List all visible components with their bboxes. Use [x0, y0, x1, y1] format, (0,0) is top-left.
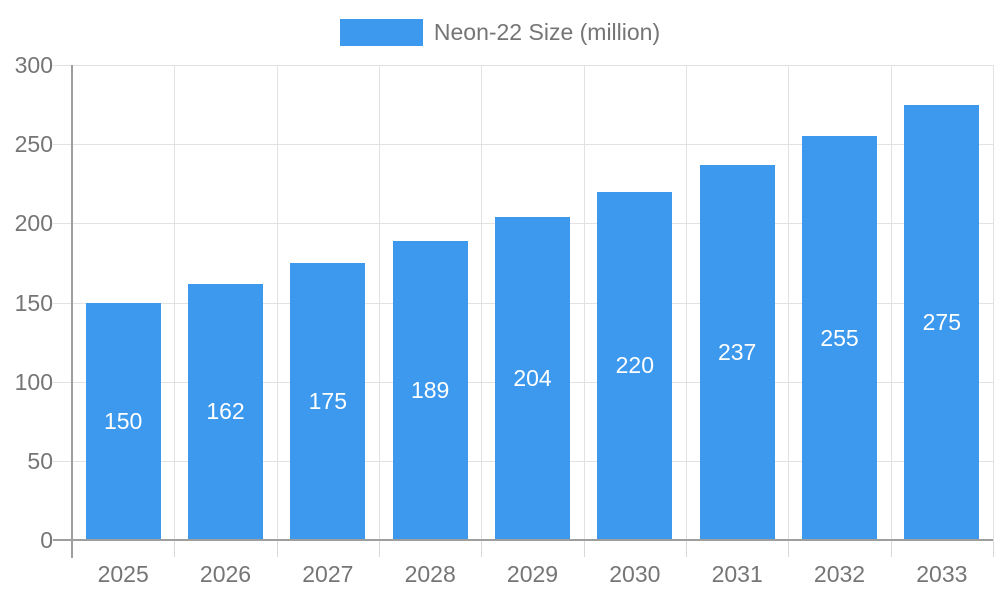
- legend-label: Neon-22 Size (million): [433, 18, 661, 45]
- v-gridline: [379, 65, 380, 540]
- y-axis-tick-label: 200: [14, 210, 53, 237]
- x-axis-tick-label: 2026: [199, 561, 252, 587]
- x-axis-tick-label: 2025: [97, 561, 149, 587]
- v-gridline: [993, 65, 994, 540]
- y-axis-tick-label: 150: [14, 289, 53, 316]
- v-gridline: [686, 65, 687, 540]
- legend-swatch-icon: [339, 18, 423, 46]
- x-axis-line: [53, 539, 993, 541]
- bar-value-label: 162: [206, 398, 245, 425]
- v-gridline: [481, 65, 483, 540]
- bar: 255: [802, 136, 877, 540]
- chart-legend: Neon-22 Size (million): [0, 17, 1000, 47]
- h-gridline: [53, 144, 993, 146]
- x-axis-tick-label: 2032: [813, 561, 866, 587]
- y-axis-tick-label: 250: [14, 131, 53, 158]
- bar-value-label: 189: [410, 376, 450, 403]
- bar: 150: [85, 302, 161, 540]
- y-axis-tick-label: 300: [14, 52, 53, 78]
- x-axis-tick: [174, 540, 176, 557]
- bar-value-label: 150: [103, 407, 143, 434]
- x-axis-tick-label: 2028: [404, 561, 456, 587]
- v-gridline: [788, 65, 790, 540]
- bar: 275: [904, 104, 980, 540]
- bar: 189: [392, 240, 468, 540]
- v-gridline: [174, 65, 176, 540]
- y-axis-tick-label: 100: [14, 368, 53, 395]
- v-gridline: [890, 65, 892, 540]
- x-axis-tick: [379, 540, 380, 557]
- h-gridline: [53, 65, 993, 66]
- x-axis-tick: [686, 540, 687, 557]
- x-axis-tick: [276, 540, 278, 557]
- bar: 162: [188, 283, 263, 540]
- bar-value-label: 175: [308, 387, 348, 414]
- x-axis-tick: [788, 540, 790, 557]
- bar: 220: [597, 191, 673, 540]
- bar-value-label: 220: [615, 352, 655, 379]
- v-gridline: [276, 65, 278, 540]
- bar-value-label: 204: [513, 365, 552, 391]
- y-axis-line: [71, 65, 73, 558]
- x-axis-tick-label: 2033: [916, 561, 968, 587]
- x-axis-tick-label: 2030: [609, 561, 661, 587]
- x-axis-tick: [481, 540, 483, 557]
- bar: 237: [699, 164, 775, 540]
- y-axis-tick-label: 0: [40, 527, 53, 553]
- x-axis-tick-label: 2029: [506, 561, 559, 587]
- x-axis-tick: [993, 540, 994, 557]
- x-axis-tick: [583, 540, 585, 557]
- bar: 204: [495, 217, 570, 540]
- x-axis-tick: [890, 540, 892, 557]
- bar: 175: [290, 262, 366, 540]
- bar-value-label: 255: [820, 324, 859, 351]
- x-axis-tick-label: 2031: [711, 561, 763, 587]
- bar-value-label: 237: [717, 338, 757, 365]
- x-axis-tick-label: 2027: [302, 561, 354, 587]
- bar-value-label: 275: [922, 308, 962, 335]
- v-gridline: [583, 65, 585, 540]
- y-axis-tick-label: 50: [27, 447, 53, 474]
